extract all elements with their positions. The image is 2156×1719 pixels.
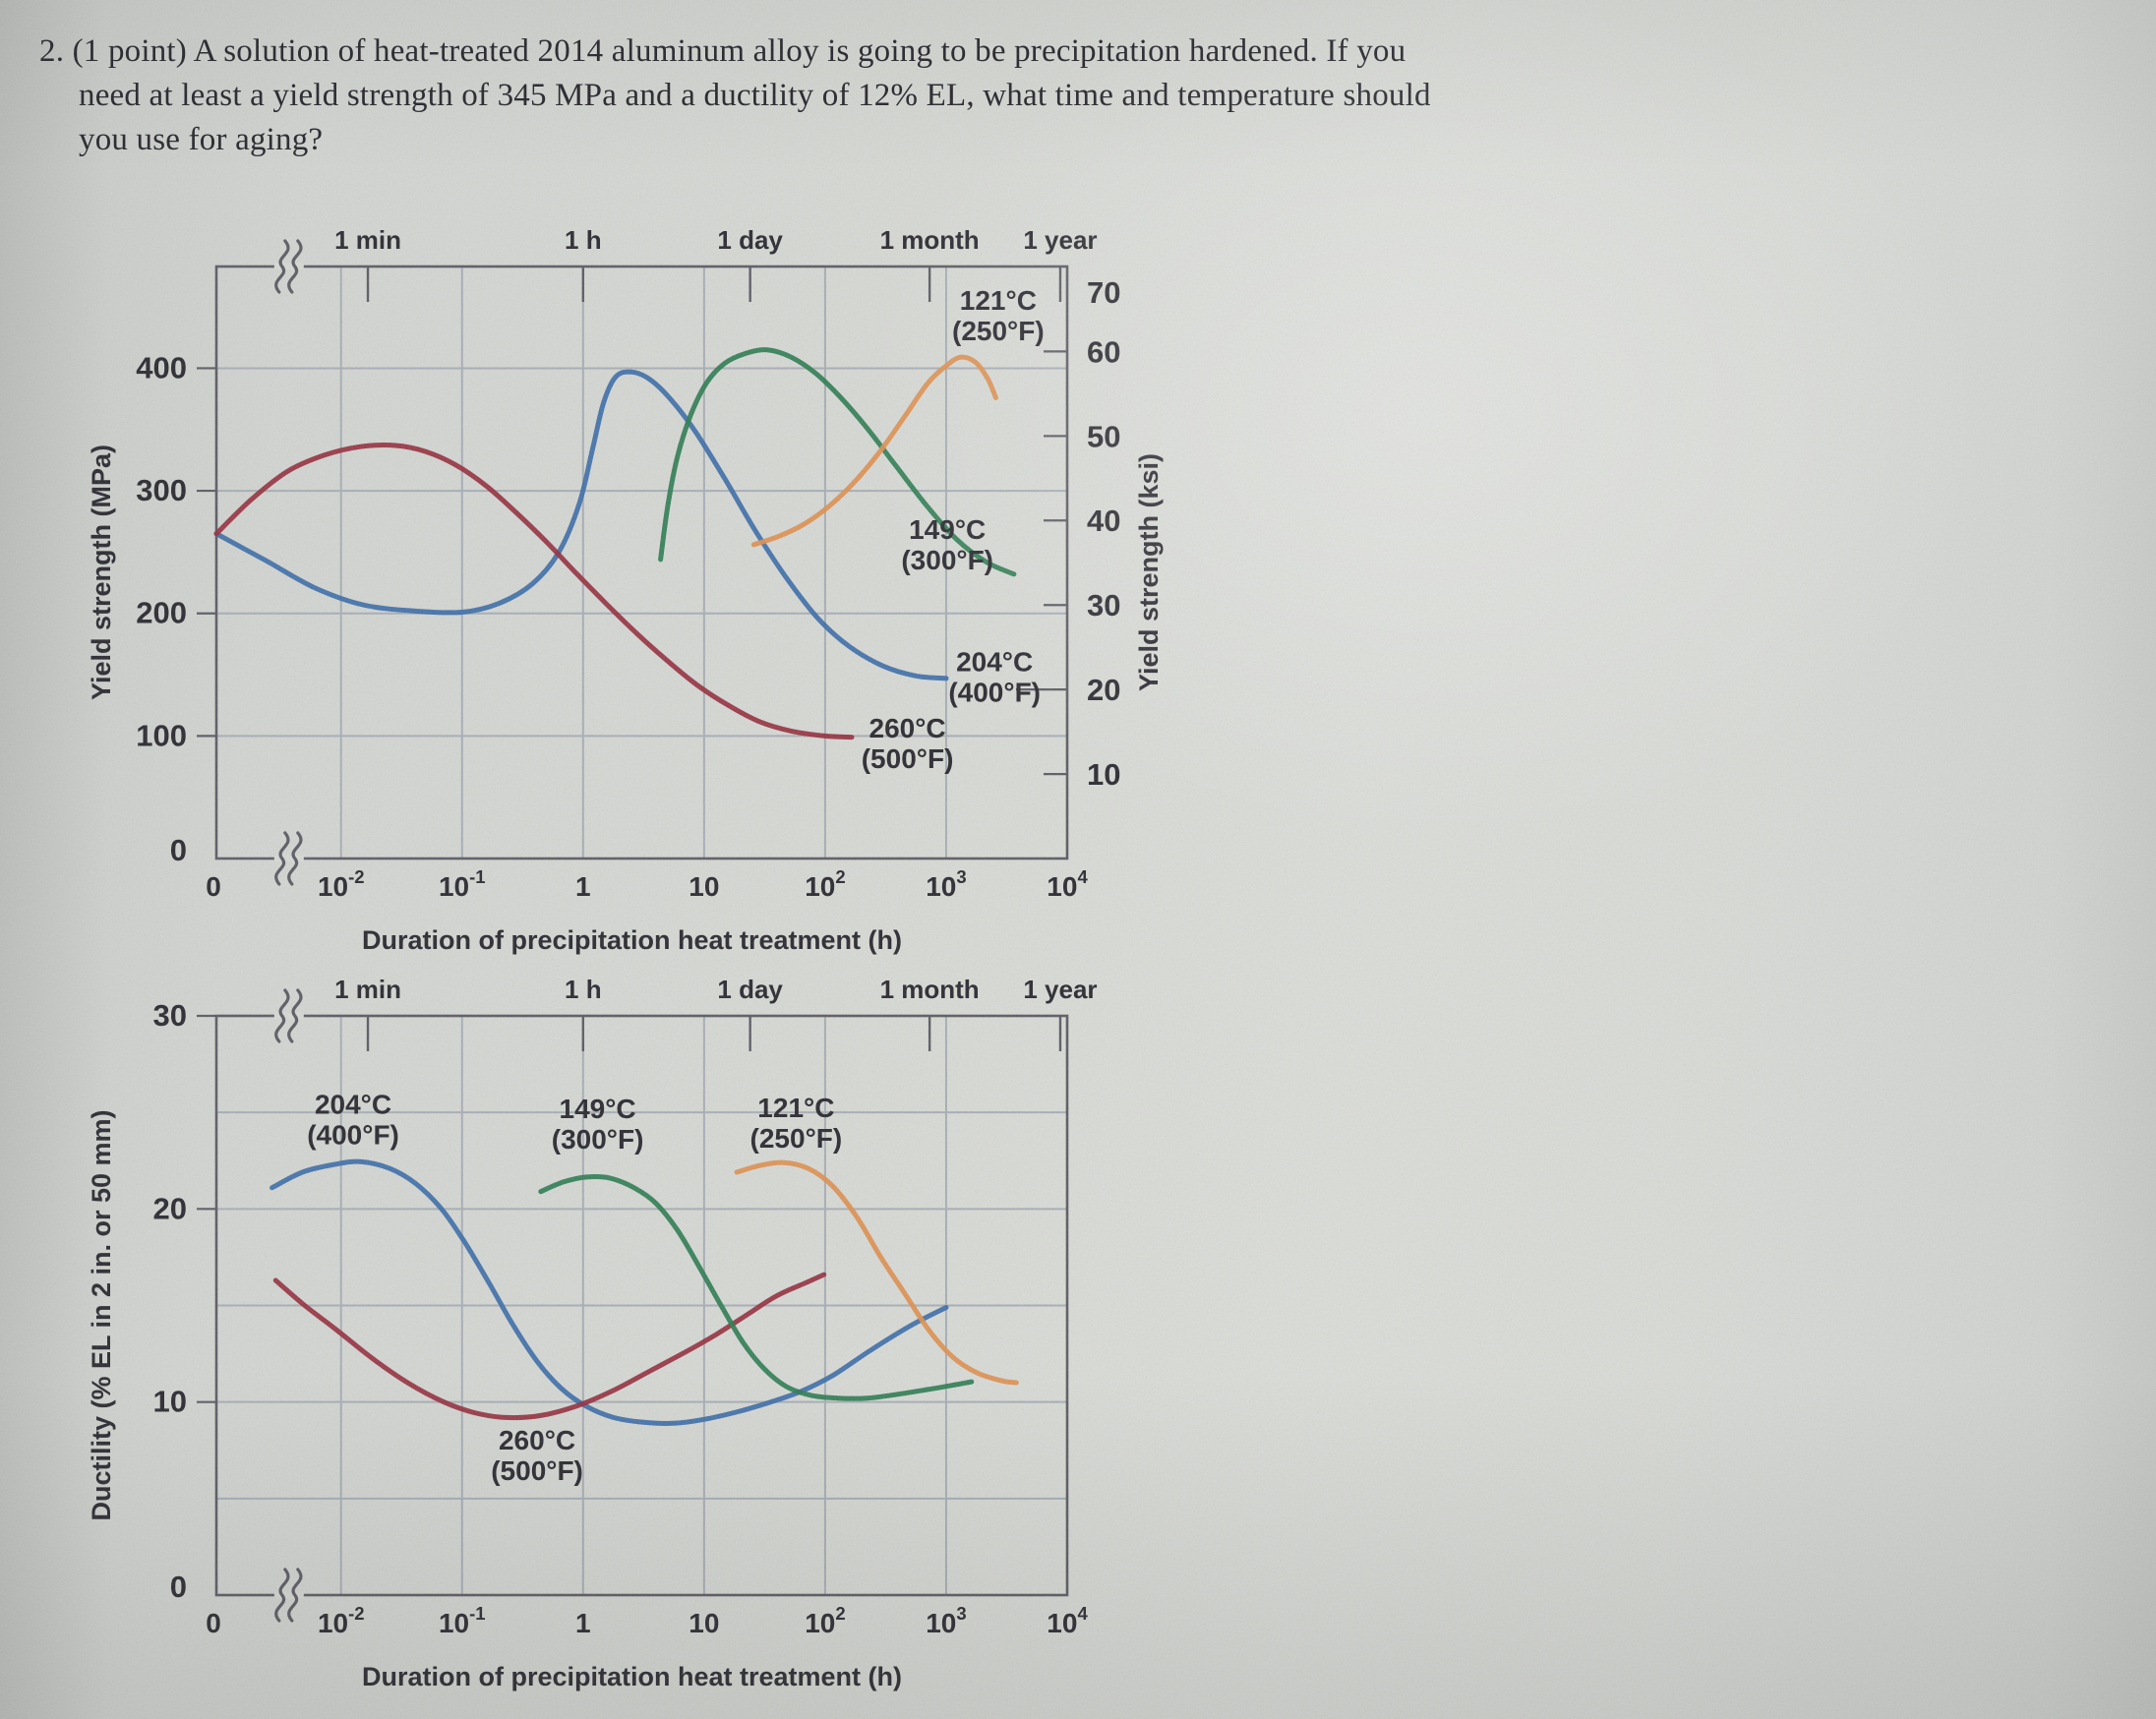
x-tick-label: 1 [575, 1608, 591, 1638]
left-axis-title: Ductility (% EL in 2 in. or 50 mm) [87, 1109, 116, 1520]
time-label: 1 month [880, 975, 980, 1004]
y-tick-label: 30 [153, 998, 187, 1033]
time-label: 1 h [565, 975, 602, 1004]
x-tick-label: 102 [805, 1603, 845, 1638]
series-annotation: (500°F) [491, 1455, 583, 1486]
series-annotation: 204°C [315, 1089, 391, 1119]
x-tick-label: 104 [1047, 1603, 1088, 1638]
x-tick-label: 0 [206, 1608, 221, 1638]
x-axis-title: Duration of precipitation heat treatment… [362, 1662, 902, 1691]
y-tick-label: 10 [153, 1385, 187, 1419]
series-curve-121°C [734, 1159, 1019, 1386]
time-label: 1 day [717, 975, 783, 1004]
series-annotation: (250°F) [750, 1123, 843, 1154]
series-annotation: 121°C [757, 1093, 834, 1123]
x-tick-label: 10-1 [439, 1603, 486, 1638]
series-curve-260°C [272, 1272, 827, 1421]
y-tick-label: 20 [153, 1191, 187, 1225]
series-annotation: 260°C [499, 1425, 575, 1455]
x-tick-label: 10-2 [318, 1603, 365, 1638]
time-label: 1 min [334, 975, 401, 1004]
time-label: 1 year [1023, 975, 1097, 1004]
x-tick-label: 10 [689, 1608, 719, 1638]
x-tick-label: 103 [926, 1603, 966, 1638]
series-annotation: 149°C [560, 1094, 636, 1124]
series-annotation: (400°F) [307, 1119, 399, 1150]
y-tick-label: 0 [170, 1570, 187, 1604]
series-annotation: (300°F) [552, 1124, 644, 1155]
